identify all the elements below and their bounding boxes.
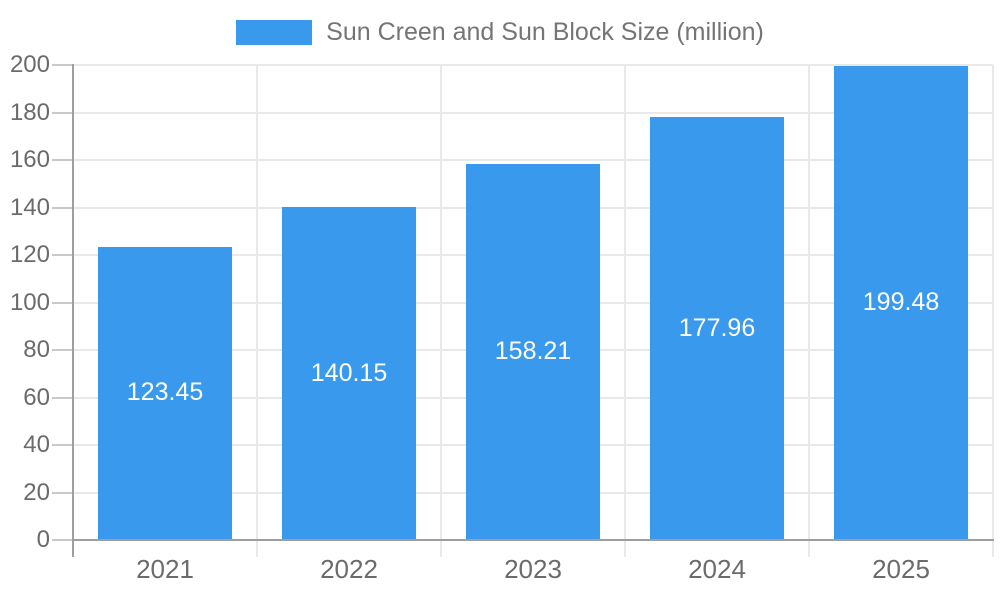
x-gridline xyxy=(440,65,442,557)
chart-legend[interactable]: Sun Creen and Sun Block Size (million) xyxy=(0,18,1000,46)
x-gridline xyxy=(808,65,810,557)
bar-2025: 199.48 xyxy=(834,66,968,539)
y-tick-label: 160 xyxy=(9,146,50,173)
bar-value-label: 158.21 xyxy=(494,337,572,366)
bar-2022: 140.15 xyxy=(282,207,416,539)
y-tick-label: 140 xyxy=(9,193,50,221)
x-tick-label: 2025 xyxy=(872,554,930,584)
y-tick xyxy=(52,64,72,66)
x-gridline xyxy=(256,65,258,557)
bar-2023: 158.21 xyxy=(466,164,600,539)
bar-value-label: 177.96 xyxy=(678,313,756,342)
y-tick xyxy=(52,491,72,494)
y-tick xyxy=(52,444,72,446)
y-tick xyxy=(52,396,72,399)
x-axis-line xyxy=(72,539,994,541)
x-tick-label: 2021 xyxy=(136,554,194,584)
y-tick-label: 0 xyxy=(36,526,50,553)
y-tick xyxy=(52,539,72,541)
legend-swatch-icon xyxy=(236,19,313,45)
bar-value-label: 123.45 xyxy=(126,378,204,407)
bar-2024: 177.96 xyxy=(650,117,784,539)
x-gridline xyxy=(624,65,626,557)
bar-2021: 123.45 xyxy=(98,246,232,539)
y-tick xyxy=(52,206,72,209)
y-tick-label: 80 xyxy=(23,336,50,363)
y-tick-label: 200 xyxy=(9,51,50,78)
x-tick-label: 2022 xyxy=(320,554,378,584)
y-tick xyxy=(52,111,72,114)
legend-label: Sun Creen and Sun Block Size (million) xyxy=(326,18,764,46)
y-tick-label: 20 xyxy=(23,478,50,506)
bar-value-label: 199.48 xyxy=(862,288,940,317)
bar-value-label: 140.15 xyxy=(310,358,388,387)
x-tick-label: 2023 xyxy=(504,554,562,584)
y-tick xyxy=(52,301,72,304)
y-axis-line xyxy=(72,64,74,557)
y-tick-label: 60 xyxy=(23,383,50,411)
x-tick-label: 2024 xyxy=(688,554,746,584)
y-tick-label: 180 xyxy=(9,98,50,126)
y-tick xyxy=(52,254,72,256)
y-tick-label: 100 xyxy=(9,288,50,316)
y-tick-label: 120 xyxy=(9,241,50,268)
y-tick-label: 40 xyxy=(23,431,50,458)
y-tick xyxy=(52,349,72,351)
x-gridline xyxy=(992,65,994,557)
y-tick xyxy=(52,159,72,161)
